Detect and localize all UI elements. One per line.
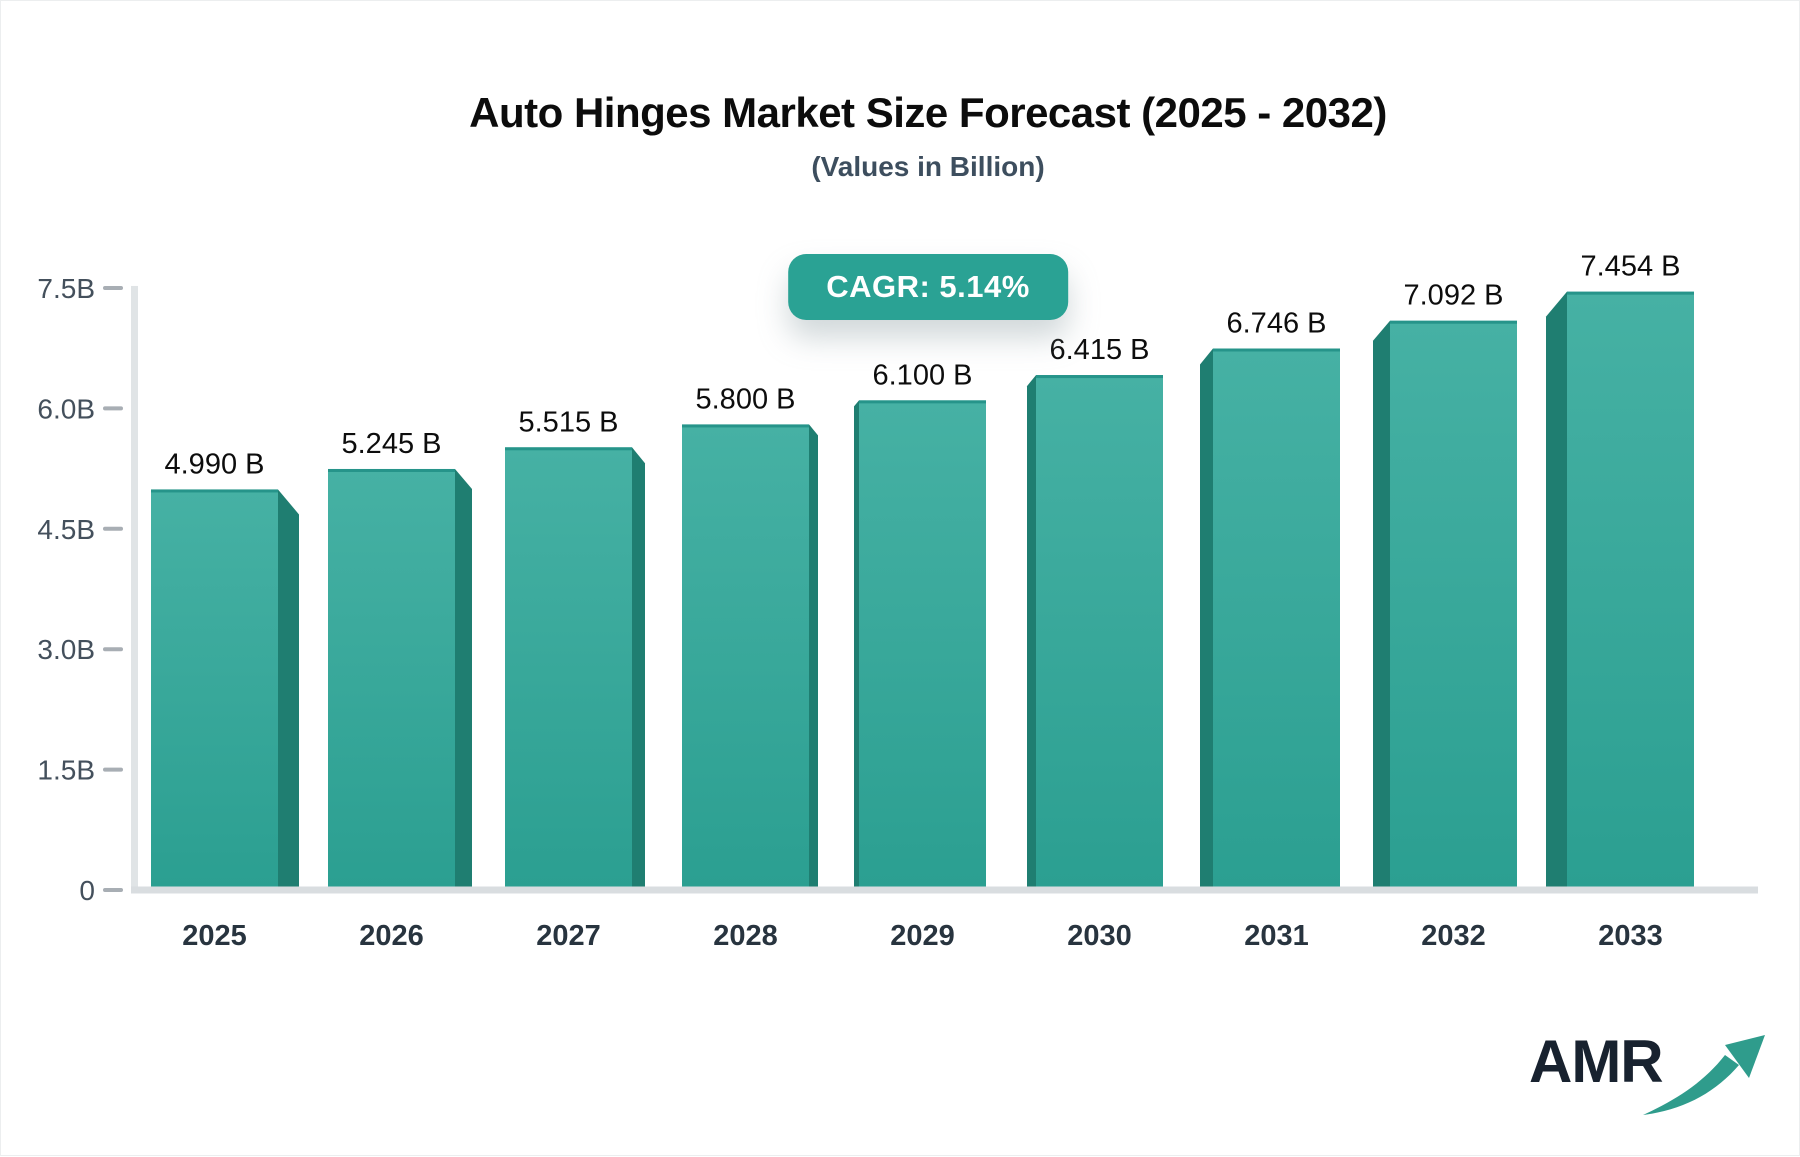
y-tick-mark (103, 526, 123, 531)
bar-side-face (455, 468, 472, 888)
y-tick-mark (103, 888, 123, 892)
bar (505, 447, 632, 888)
bar-top-edge (682, 424, 809, 428)
y-tick-label: 1.5B (37, 755, 95, 786)
x-tick-label: 2033 (1598, 920, 1663, 952)
y-tick-mark (103, 647, 123, 652)
y-tick-mark (103, 767, 123, 772)
y-tick-label: 0 (79, 875, 95, 906)
x-tick-label: 2032 (1421, 920, 1486, 952)
y-tick-label: 3.0B (37, 634, 95, 665)
x-tick-label: 2031 (1244, 920, 1309, 952)
x-axis-baseline (131, 886, 1758, 894)
page-title: Auto Hinges Market Size Forecast (2025 -… (469, 89, 1387, 136)
page-subtitle: (Values in Billion) (811, 151, 1045, 182)
bar-value-label: 5.245 B (342, 428, 442, 460)
y-tick-label: 6.0B (37, 393, 95, 424)
bar (1213, 348, 1340, 889)
amr-logo-text: AMR (1529, 1028, 1664, 1095)
bar-value-label: 7.454 B (1581, 251, 1681, 283)
bar-value-label: 4.990 B (165, 448, 265, 480)
cagr-badge: CAGR: 5.14% (788, 254, 1068, 320)
bar (682, 424, 809, 888)
bar-side-face (809, 424, 818, 888)
bar-value-label: 6.746 B (1227, 307, 1327, 339)
bar-value-label: 6.415 B (1050, 334, 1150, 366)
bar-top-edge (1390, 320, 1517, 324)
bar-value-label: 5.800 B (696, 383, 796, 415)
x-tick-label: 2027 (536, 920, 601, 952)
x-tick-label: 2026 (359, 920, 424, 952)
bar-top-edge (859, 400, 986, 404)
bar-side-face (1373, 320, 1390, 888)
growth-arrow-icon (1643, 1035, 1765, 1115)
bar (328, 468, 455, 888)
y-axis-line (131, 285, 138, 891)
bar-side-face (1200, 348, 1213, 889)
x-tick-label: 2025 (182, 920, 247, 952)
bar-value-label: 5.515 B (519, 406, 619, 438)
y-tick-mark (103, 285, 123, 290)
bar-side-face (1027, 375, 1036, 888)
x-tick-label: 2029 (890, 920, 955, 952)
bar-side-face (632, 447, 645, 888)
bar-top-edge (1567, 291, 1694, 295)
bar (1036, 375, 1163, 888)
bar-value-label: 7.092 B (1404, 280, 1504, 312)
y-tick-label: 7.5B (37, 273, 95, 304)
y-tick-label: 4.5B (37, 514, 95, 545)
amr-logo: AMR (1529, 1027, 1765, 1132)
arrow-head (1725, 1035, 1765, 1078)
x-tick-label: 2028 (713, 920, 778, 952)
bar-value-label: 6.100 B (873, 359, 973, 391)
bar (1567, 291, 1694, 888)
bar-top-edge (1213, 348, 1340, 352)
bar (151, 489, 278, 888)
bar-top-edge (505, 447, 632, 451)
bar-side-face (1546, 291, 1567, 888)
x-tick-label: 2030 (1067, 920, 1132, 952)
bar-top-edge (1036, 375, 1163, 379)
bar (1390, 320, 1517, 888)
arrow-swoosh (1643, 1055, 1739, 1115)
bar (859, 400, 986, 888)
bar-side-face (278, 489, 299, 888)
y-tick-mark (103, 406, 123, 411)
bar-side-face (854, 400, 859, 888)
bar-top-edge (328, 468, 455, 472)
bar-top-edge (151, 489, 278, 493)
